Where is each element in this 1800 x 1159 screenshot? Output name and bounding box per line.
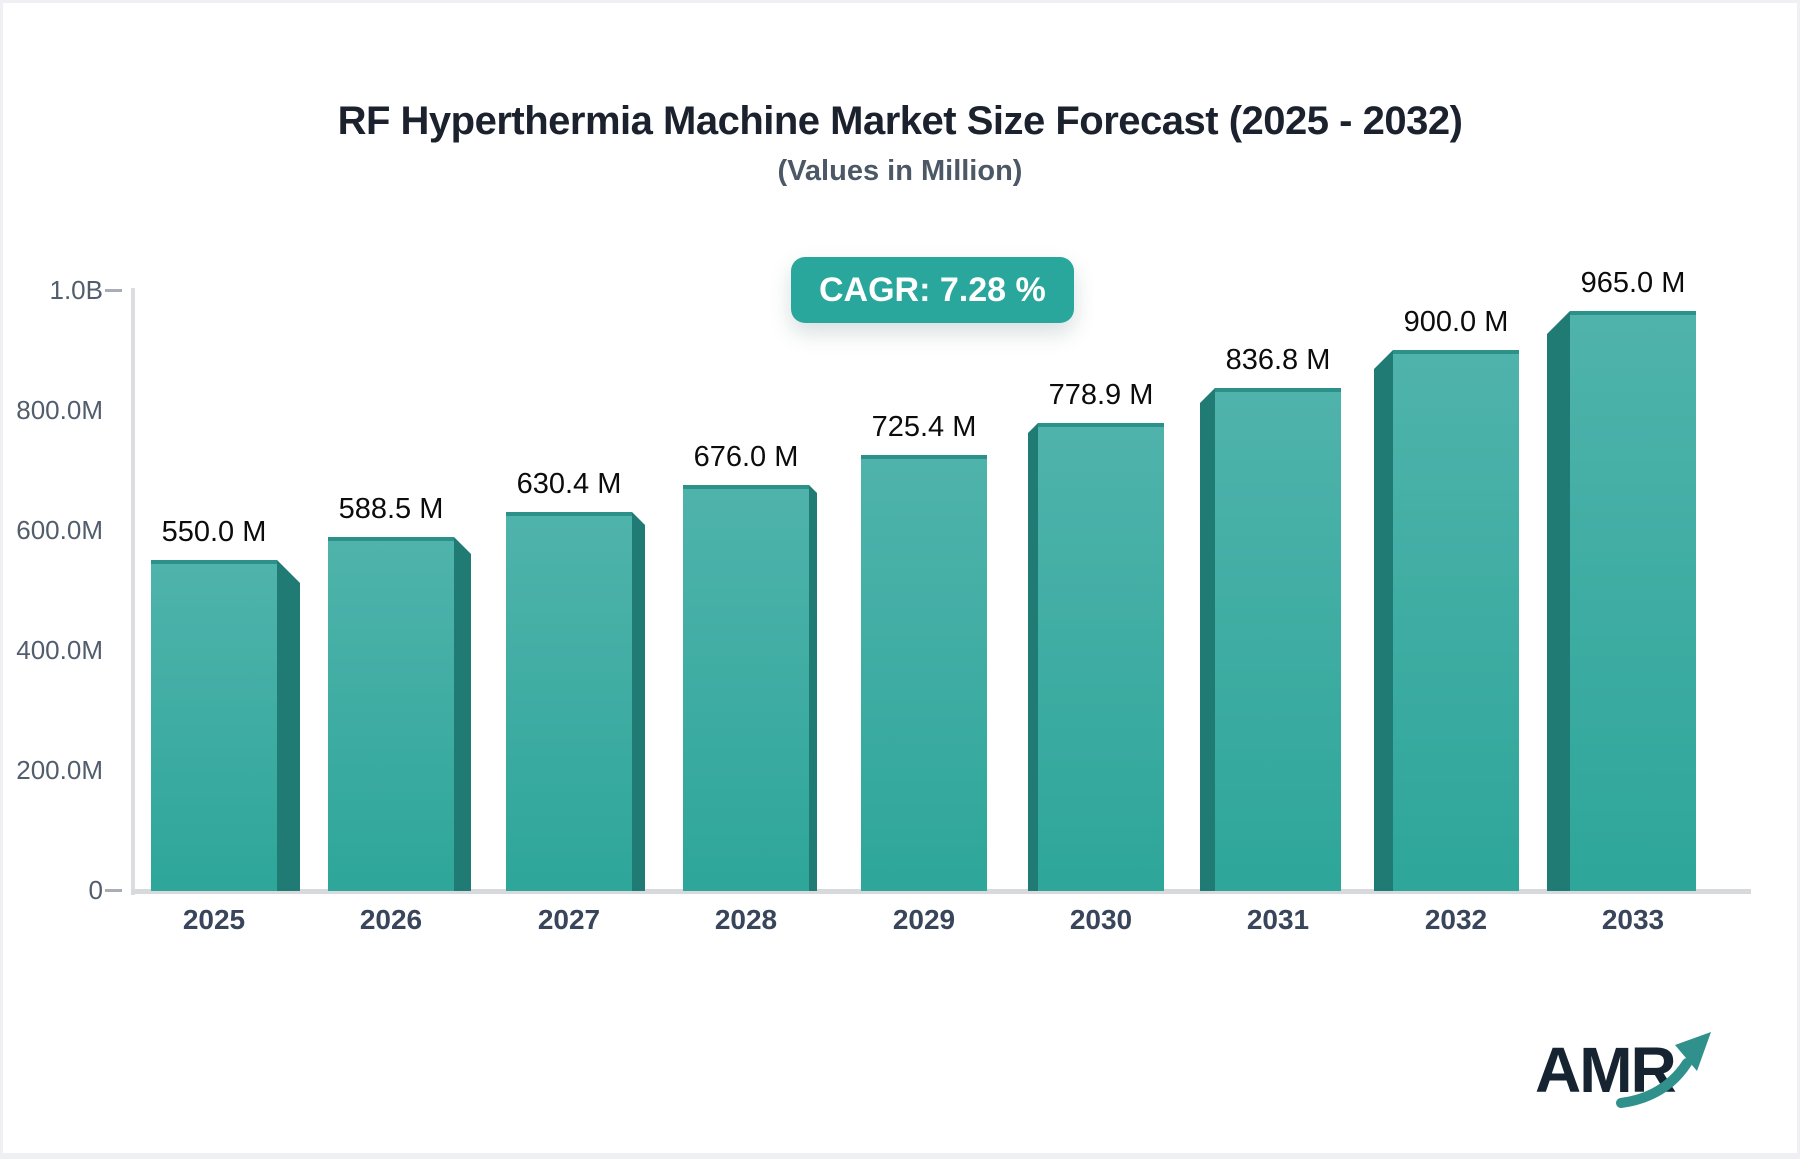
x-tick-label: 2030	[1069, 904, 1133, 935]
y-tick-label: 0	[88, 875, 103, 905]
chart-card: RF Hyperthermia Machine Market Size Fore…	[3, 3, 1797, 1153]
y-tick-label: 800.0M	[16, 395, 103, 425]
y-tick-dash	[105, 889, 122, 892]
x-tick-label: 2027	[537, 904, 601, 935]
bar-2031	[1215, 388, 1341, 891]
bar-value-label: 550.0 M	[161, 516, 267, 548]
y-tick-label: 200.0M	[16, 755, 103, 785]
bar-value-label: 676.0 M	[693, 441, 799, 473]
bar-2030	[1038, 423, 1164, 891]
bar-2033	[1570, 311, 1696, 891]
bar-2033-side	[1547, 311, 1570, 891]
cagr-badge: CAGR: 7.28 %	[791, 257, 1074, 323]
plot-area: 0 200.0M 400.0M 600.0M 800.0M 1.0B 550.0 M 588…	[3, 3, 1800, 1159]
bar-2030-side	[1028, 423, 1038, 891]
x-tick-label: 2025	[182, 904, 246, 935]
bar-2032	[1393, 350, 1519, 891]
bar-2029	[861, 455, 987, 891]
y-tick-label: 600.0M	[16, 515, 103, 545]
y-tick-label: 1.0B	[49, 275, 104, 305]
growth-arrow-icon	[1616, 1032, 1711, 1108]
bar-2025-side	[277, 560, 300, 891]
bar-2031-side	[1200, 388, 1215, 891]
bar-value-label: 900.0 M	[1403, 306, 1509, 338]
amr-logo: AMR	[1535, 1032, 1735, 1123]
bar-2027-side	[632, 512, 645, 891]
bar-2032-side	[1374, 350, 1393, 891]
bar-2025	[151, 560, 277, 891]
bar-value-label: 965.0 M	[1580, 267, 1686, 299]
bar-value-label: 588.5 M	[338, 493, 444, 525]
y-axis-line	[131, 288, 135, 895]
bar-value-label: 725.4 M	[871, 411, 977, 443]
x-tick-label: 2032	[1424, 904, 1488, 935]
bar-2027	[506, 512, 632, 891]
chart-title: RF Hyperthermia Machine Market Size Fore…	[337, 99, 1463, 143]
x-tick-label: 2028	[714, 904, 778, 935]
chart-subtitle: (Values in Million)	[777, 155, 1023, 187]
x-tick-label: 2026	[359, 904, 423, 935]
bar-value-label: 630.4 M	[516, 468, 622, 500]
bar-2028-side	[809, 485, 817, 891]
x-tick-label: 2029	[892, 904, 956, 935]
x-axis-line	[131, 889, 1751, 894]
bar-2028	[683, 485, 809, 891]
bar-2026-side	[454, 537, 471, 891]
y-tick-label: 400.0M	[16, 635, 103, 665]
bar-2026	[328, 537, 454, 891]
y-tick-dash	[105, 289, 122, 292]
x-tick-label: 2033	[1601, 904, 1665, 935]
bar-value-label: 778.9 M	[1048, 379, 1154, 411]
x-tick-label: 2031	[1246, 904, 1310, 935]
bar-value-label: 836.8 M	[1225, 344, 1331, 376]
